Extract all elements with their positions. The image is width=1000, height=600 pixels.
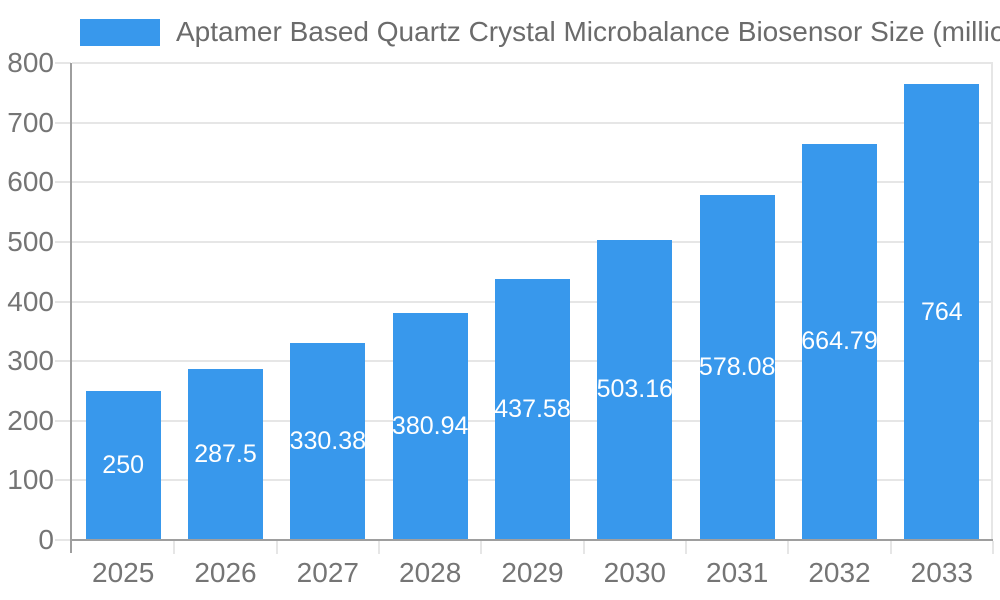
y-axis-tick xyxy=(55,539,71,541)
gridline xyxy=(72,62,993,64)
x-axis-label: 2033 xyxy=(910,557,973,588)
bar-value-label: 380.94 xyxy=(391,411,469,440)
x-axis-tick xyxy=(787,541,790,554)
gridline xyxy=(72,121,993,124)
bar-value-label: 503.16 xyxy=(596,375,674,404)
x-axis-label: 2032 xyxy=(808,557,871,588)
x-axis-tick xyxy=(992,541,994,554)
y-axis-tick xyxy=(55,419,71,422)
y-axis-label: 600 xyxy=(7,166,54,198)
x-axis-label: 2031 xyxy=(706,557,769,588)
bar[interactable]: 578.08 xyxy=(698,195,776,540)
bar-value-label: 764 xyxy=(920,297,963,326)
bar[interactable]: 664.79 xyxy=(801,143,878,540)
y-axis-tick xyxy=(55,479,71,482)
x-axis-tick xyxy=(889,541,892,554)
y-axis-label: 0 xyxy=(38,524,54,555)
x-axis-label: 2027 xyxy=(296,557,359,588)
y-axis-tick xyxy=(55,121,71,124)
y-axis-tick xyxy=(55,181,71,184)
bar[interactable]: 380.94 xyxy=(391,312,469,540)
x-axis-line xyxy=(70,539,993,541)
bar[interactable]: 330.38 xyxy=(289,343,367,540)
bar-value-label: 664.79 xyxy=(801,327,878,356)
bar[interactable]: 437.58 xyxy=(494,279,571,540)
y-axis-label: 100 xyxy=(7,464,54,496)
x-axis-tick xyxy=(685,541,687,554)
x-axis-tick xyxy=(480,541,483,554)
bar-value-label: 578.08 xyxy=(698,353,776,382)
y-axis-tick xyxy=(55,240,71,243)
y-axis-tick xyxy=(55,300,71,303)
y-axis-tick xyxy=(55,62,71,64)
bar[interactable]: 287.5 xyxy=(188,368,263,540)
x-axis-label: 2028 xyxy=(399,557,462,588)
bar-value-label: 437.58 xyxy=(494,395,571,424)
y-axis-label: 300 xyxy=(7,345,54,377)
bar[interactable]: 250 xyxy=(85,390,161,540)
y-axis-label: 200 xyxy=(7,404,54,436)
y-axis-label: 700 xyxy=(7,106,54,138)
legend-item[interactable]: Aptamer Based Quartz Crystal Microbalanc… xyxy=(80,16,1000,48)
y-axis-tick xyxy=(55,360,71,363)
x-axis-tick xyxy=(275,541,278,554)
x-axis-label: 2029 xyxy=(501,557,564,588)
y-axis-line xyxy=(70,63,72,553)
bar[interactable]: 503.16 xyxy=(596,239,674,540)
gridline xyxy=(72,181,993,184)
x-axis-label: 2026 xyxy=(194,557,257,588)
plot-area: 250 287.5 330.38 380.94 437.58 503.16 578.08 66… xyxy=(72,62,993,540)
bar[interactable]: 764 xyxy=(904,84,980,540)
y-axis-label: 400 xyxy=(7,285,54,317)
x-axis-label: 2030 xyxy=(603,557,666,588)
y-axis-label: 500 xyxy=(7,225,54,257)
x-axis-tick xyxy=(173,541,176,554)
x-axis-tick xyxy=(378,541,380,554)
legend-label: Aptamer Based Quartz Crystal Microbalanc… xyxy=(176,16,1000,47)
bar-value-label: 250 xyxy=(102,450,145,479)
x-axis-label: 2025 xyxy=(92,557,155,588)
x-axis-tick xyxy=(582,541,585,554)
y-axis-label: 800 xyxy=(7,47,54,78)
bar-value-label: 287.5 xyxy=(194,439,257,468)
gridline xyxy=(72,240,993,243)
bar-value-label: 330.38 xyxy=(289,426,367,455)
legend-swatch xyxy=(80,18,160,46)
